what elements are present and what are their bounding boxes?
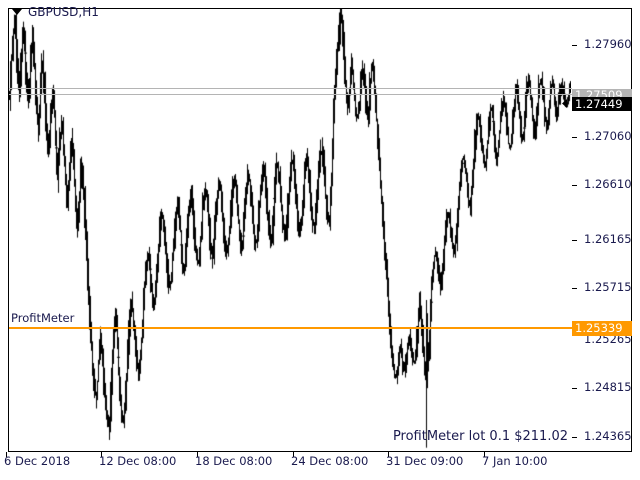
price-arrow-icon xyxy=(562,99,567,108)
price-tick-label: 1.24365 xyxy=(584,429,632,443)
price-tick-label: 1.25715 xyxy=(584,280,632,294)
current-price-tag[interactable]: 1.27449 xyxy=(572,97,632,111)
price-tick-mark xyxy=(572,288,577,289)
price-tick-mark xyxy=(572,45,577,46)
time-tick-mark xyxy=(197,452,198,457)
time-tick-label: 7 Jan 10:00 xyxy=(482,454,548,468)
time-tick-mark xyxy=(6,452,7,457)
profitmeter-line-label: ProfitMeter xyxy=(11,311,75,325)
profitmeter-price-tag[interactable]: 1.25339 xyxy=(572,321,632,336)
time-tick-mark xyxy=(293,452,294,457)
time-tick-label: 24 Dec 08:00 xyxy=(291,454,369,468)
price-tick-label: 1.26610 xyxy=(584,177,632,191)
price-tick-mark xyxy=(572,240,577,241)
profitmeter-level-line[interactable] xyxy=(9,327,572,329)
price-bars-canvas[interactable] xyxy=(9,9,571,451)
profitmeter-comment: ProfitMeter lot 0.1 $211.02 xyxy=(392,429,568,444)
time-tick-label: 18 Dec 08:00 xyxy=(195,454,273,468)
price-tick-mark xyxy=(572,437,577,438)
time-tick-mark xyxy=(101,452,102,457)
time-tick-mark xyxy=(484,452,485,457)
price-tick-label: 1.24815 xyxy=(584,380,632,394)
time-tick-label: 31 Dec 09:00 xyxy=(386,454,464,468)
price-tick-mark xyxy=(572,388,577,389)
price-tick-mark xyxy=(572,137,577,138)
price-scale-axis[interactable] xyxy=(571,8,632,452)
triangle-down-icon[interactable] xyxy=(12,9,22,15)
symbol-label: GBPUSD,H1 xyxy=(28,5,99,19)
symbol-header[interactable]: GBPUSD,H1 xyxy=(12,6,99,18)
price-tick-label: 1.27960 xyxy=(584,37,632,51)
time-tick-label: 12 Dec 08:00 xyxy=(99,454,177,468)
time-tick-mark xyxy=(388,452,389,457)
price-tick-mark xyxy=(572,185,577,186)
chart-plot-frame xyxy=(8,8,572,452)
time-tick-label: 6 Dec 2018 xyxy=(4,454,71,468)
ask-level-line xyxy=(9,88,572,89)
bid-level-line xyxy=(9,94,572,95)
obscured-price-label: 1.25265 xyxy=(584,332,632,346)
price-tick-label: 1.27060 xyxy=(584,129,632,143)
price-tick-label: 1.26165 xyxy=(584,232,632,246)
